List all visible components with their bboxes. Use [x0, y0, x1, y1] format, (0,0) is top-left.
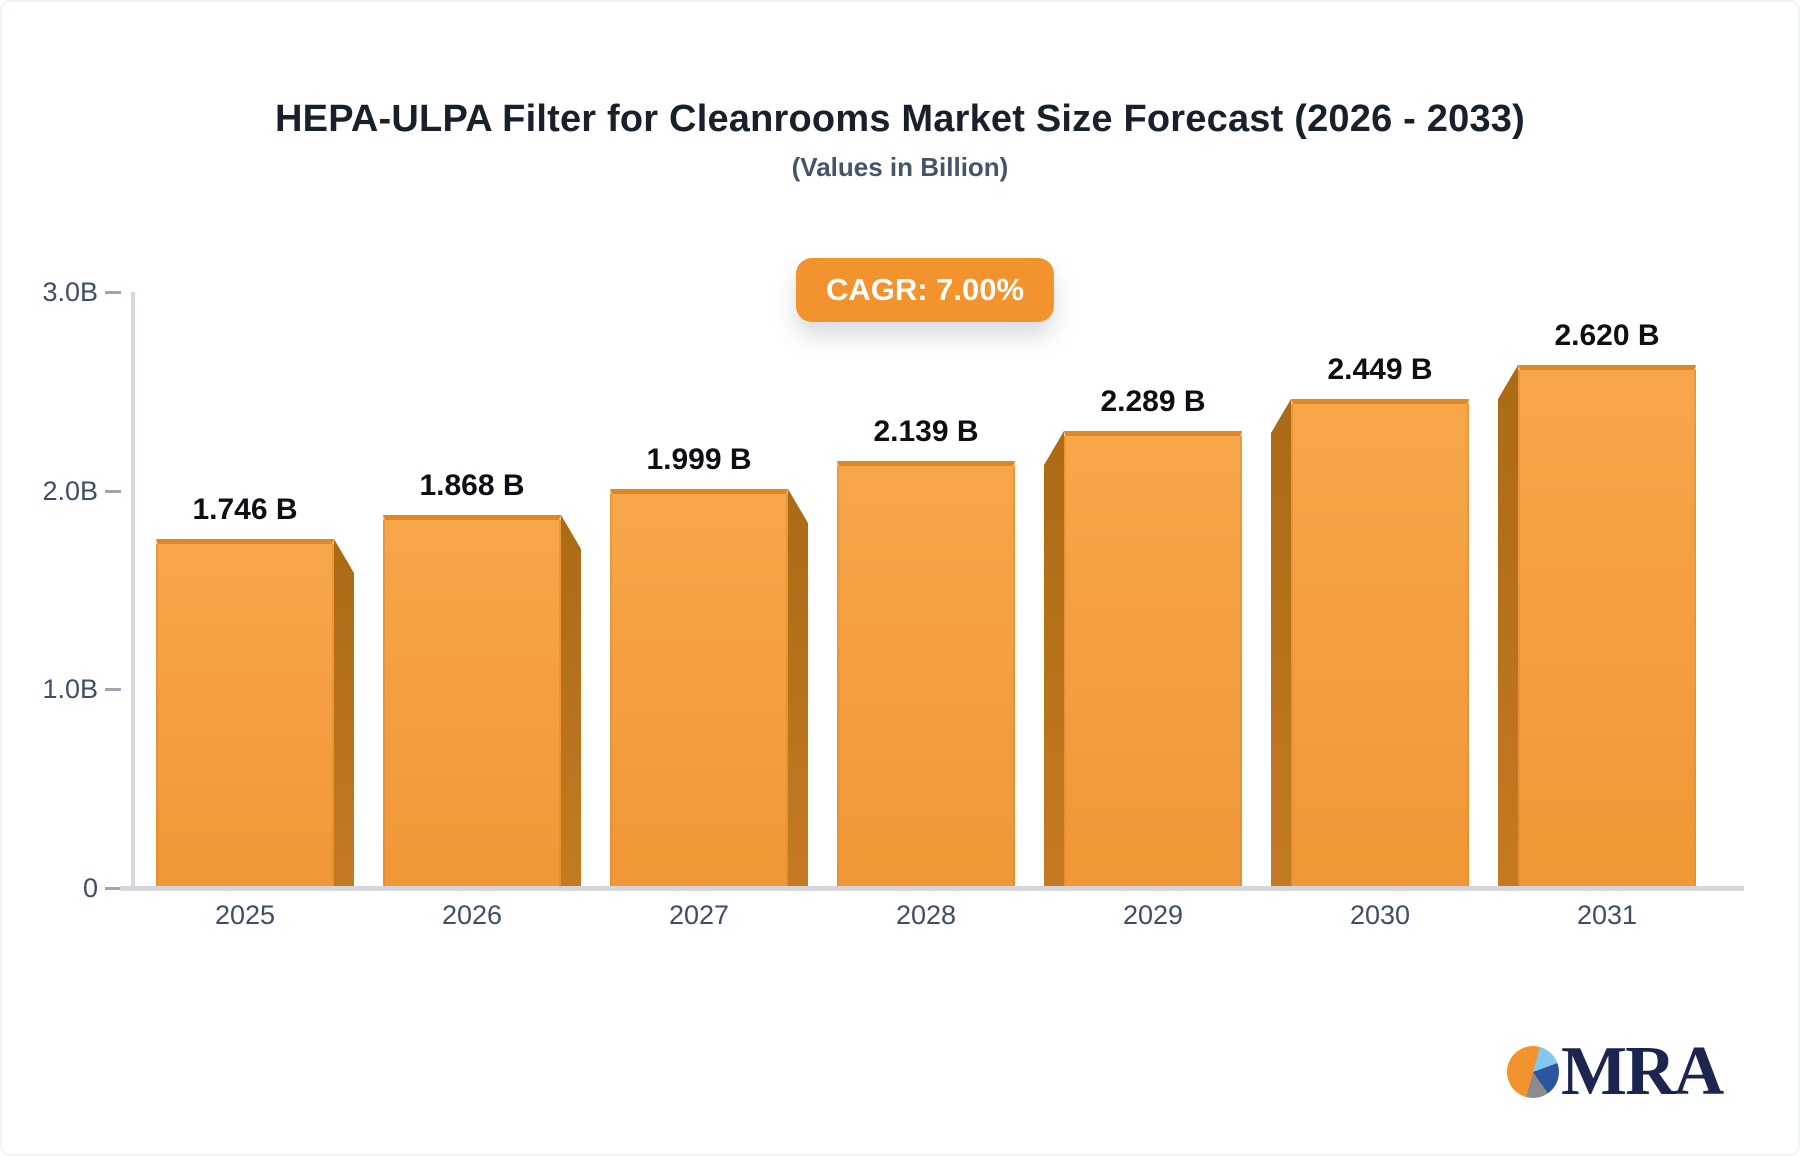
- y-axis-line: [131, 292, 135, 888]
- bar-side-face: [1044, 431, 1064, 886]
- bar-group-2031[interactable]: 2.620 B: [1498, 319, 1696, 886]
- cagr-badge: CAGR: 7.00%: [795, 258, 1055, 322]
- bar-group-2026[interactable]: 1.868 B: [383, 469, 581, 886]
- logo-text: MRA: [1561, 1033, 1724, 1110]
- x-axis-label-2029: 2029: [1122, 900, 1184, 930]
- bar-group-2028[interactable]: 2.139 B: [837, 415, 1015, 886]
- bar-face: [156, 539, 334, 886]
- x-axis-label-2026: 2026: [441, 900, 503, 930]
- bar-face: [837, 461, 1015, 886]
- y-tick-mark: [105, 489, 121, 493]
- bar-value-label: 1.999 B: [646, 443, 752, 476]
- x-axis-label-2027: 2027: [668, 900, 730, 930]
- x-axis-label-2031: 2031: [1576, 900, 1638, 930]
- x-axis-label-2025: 2025: [214, 900, 276, 930]
- bar-side-face: [1271, 399, 1291, 886]
- bar-group-2030[interactable]: 2.449 B: [1271, 353, 1469, 886]
- bar-side-face: [788, 489, 808, 886]
- x-axis-line: [120, 886, 1744, 891]
- bar-side-face: [561, 515, 581, 886]
- bar-value-label: 2.449 B: [1327, 353, 1433, 386]
- cagr-badge-label: CAGR: 7.00%: [825, 272, 1025, 307]
- bar-face: [1064, 431, 1242, 886]
- y-tick-mark: [105, 291, 121, 294]
- y-tick-label: 3.0B: [42, 277, 98, 307]
- bar-value-label: 1.868 B: [419, 469, 525, 502]
- x-axis-label-2028: 2028: [895, 900, 957, 930]
- y-tick-label: 1.0B: [42, 674, 98, 705]
- bar-face: [383, 515, 561, 886]
- y-tick-mark: [105, 688, 121, 692]
- bar-face: [610, 489, 788, 886]
- bar-face: [1518, 365, 1696, 886]
- bar-value-label: 2.289 B: [1100, 385, 1206, 418]
- y-tick-label: 0: [82, 873, 98, 903]
- bar-value-label: 2.620 B: [1554, 319, 1660, 352]
- bar-side-face: [1498, 365, 1518, 886]
- bar-group-2029[interactable]: 2.289 B: [1044, 385, 1242, 886]
- bar-face: [1291, 399, 1469, 886]
- y-tick-mark: [105, 887, 121, 890]
- bar-group-2027[interactable]: 1.999 B: [610, 443, 808, 886]
- bar-group-2025[interactable]: 1.746 B: [156, 493, 354, 886]
- plot-area: 3.0B 2.0B 1.0B 0 1.746 B 1.868 B 1.999 B 2.139…: [42, 277, 1744, 930]
- chart-subtitle: (Values in Billion): [791, 152, 1009, 182]
- pie-chart-icon: [1507, 1046, 1559, 1098]
- bar-side-face: [334, 539, 354, 886]
- y-tick-label: 2.0B: [42, 475, 98, 506]
- logo: MRA: [1507, 1032, 1724, 1112]
- bar-value-label: 1.746 B: [192, 493, 298, 526]
- bar-value-label: 2.139 B: [873, 415, 979, 448]
- x-axis-label-2030: 2030: [1349, 900, 1411, 930]
- chart-title: HEPA-ULPA Filter for Cleanrooms Market S…: [275, 98, 1525, 140]
